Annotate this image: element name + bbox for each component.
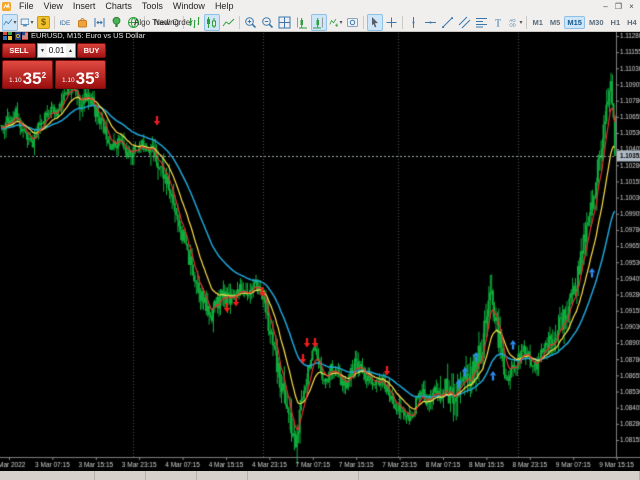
- sell-button[interactable]: SELL: [2, 43, 36, 58]
- lot-size-field[interactable]: 0.01: [48, 46, 65, 55]
- buy-price-big: 35: [75, 69, 95, 88]
- market-watch-button[interactable]: $: [36, 14, 52, 31]
- indicators-button[interactable]: ▾: [328, 14, 344, 31]
- chevron-down-icon: ▾: [519, 19, 523, 26]
- toolbar-separator: [526, 15, 527, 29]
- crosshair-button[interactable]: [384, 14, 400, 31]
- metaeditor-button[interactable]: IDE: [58, 14, 74, 31]
- toolbox-button[interactable]: [75, 14, 91, 31]
- one-click-trading-panel: SELL ▼ 0.01 ▲ BUY 1.10 35 2 1.10 35 3: [2, 43, 106, 89]
- vertical-line-button[interactable]: [406, 14, 422, 31]
- menu-charts[interactable]: Charts: [105, 1, 132, 11]
- mt-grid-icon: [3, 31, 12, 40]
- window-controls: – ❐ ×: [599, 1, 638, 12]
- chevron-down-icon: ▾: [30, 19, 34, 26]
- chart-symbol-header: EURUSD, M15: Euro vs US Dollar: [3, 31, 145, 40]
- svg-text:AO: AO: [509, 18, 516, 23]
- menu-insert[interactable]: Insert: [72, 1, 96, 11]
- close-button[interactable]: ×: [629, 2, 634, 11]
- menu-items: File View Insert Charts Tools Window Help: [14, 0, 238, 13]
- timeframe-h4-button[interactable]: H4: [627, 17, 637, 27]
- restore-button[interactable]: ❐: [614, 2, 623, 11]
- timeframe-m5-button[interactable]: M5: [549, 17, 561, 27]
- currency-flags-icon: [15, 31, 28, 40]
- status-segment-4: [248, 471, 359, 480]
- sell-price-prefix: 1.10: [8, 77, 22, 84]
- status-segment-1: [95, 471, 146, 480]
- tile-windows-button[interactable]: [277, 14, 293, 31]
- zoom-out-button[interactable]: [260, 14, 276, 31]
- menu-help[interactable]: Help: [214, 1, 234, 11]
- menu-window[interactable]: Window: [172, 1, 205, 11]
- chevron-down-icon: ▾: [339, 19, 343, 26]
- buy-button[interactable]: BUY: [77, 43, 106, 58]
- menu-file[interactable]: File: [19, 1, 34, 11]
- algo-trading-button[interactable]: Algo Trading: [134, 14, 179, 31]
- timeframe-m30-button[interactable]: M30: [588, 17, 604, 27]
- depth-of-market-button[interactable]: [92, 14, 108, 31]
- toolbar-separator: [144, 15, 145, 29]
- bar-chart-mode-button[interactable]: [187, 14, 203, 31]
- algo-trading-button-label: Algo Trading: [134, 17, 179, 27]
- timeframe-m15-button[interactable]: M15: [564, 15, 585, 29]
- toolbar-separator: [363, 15, 364, 29]
- lot-decrease-button[interactable]: ▼: [38, 44, 47, 57]
- buy-price-sup: 3: [94, 71, 100, 80]
- toolbar-separator: [402, 15, 403, 29]
- toolbar: ▾ ▾ $ IDE Algo Trading New Order ▾ T AO OD ▾ M1 M5 M1…: [0, 13, 640, 32]
- web-community-button[interactable]: [126, 14, 142, 31]
- line-chart-mode-button[interactable]: [221, 14, 237, 31]
- menu-view[interactable]: View: [43, 1, 63, 11]
- shapes-button[interactable]: AO OD ▾: [508, 14, 524, 31]
- svg-text:IDE: IDE: [60, 20, 72, 27]
- status-segment-5: [359, 471, 640, 480]
- shift-chart-button[interactable]: [294, 14, 310, 31]
- toolbar-separator: [183, 15, 184, 29]
- status-segment-0: [0, 471, 96, 480]
- toolbar-separator: [54, 15, 55, 29]
- status-segment-2: [146, 471, 198, 480]
- status-bar: [0, 471, 640, 480]
- toolbar-separator: [239, 15, 240, 29]
- horizontal-line-button[interactable]: [423, 14, 439, 31]
- chart-title-label: EURUSD, M15: Euro vs US Dollar: [31, 31, 146, 40]
- menu-tools[interactable]: Tools: [141, 1, 163, 11]
- menubar: File View Insert Charts Tools Window Help – ❐ ×: [0, 0, 640, 13]
- shift-end-button[interactable]: [310, 13, 327, 31]
- objects-button[interactable]: [345, 14, 361, 31]
- timeframe-h1-button[interactable]: H1: [610, 17, 621, 27]
- new-order-button[interactable]: New Order: [154, 14, 193, 31]
- profiles-button[interactable]: ▾: [19, 14, 35, 31]
- new-order-button-label: New Order: [154, 17, 193, 27]
- lot-stepper: ▼ 0.01 ▲: [37, 43, 76, 58]
- chevron-down-icon: ▾: [13, 19, 17, 26]
- app-logo-icon: [2, 2, 11, 11]
- sell-price-big: 35: [22, 69, 42, 88]
- text-tool-button[interactable]: T: [491, 14, 507, 31]
- channel-button[interactable]: [457, 14, 473, 31]
- svg-text:OD: OD: [509, 22, 515, 27]
- buy-price-prefix: 1.10: [61, 77, 75, 84]
- minimize-button[interactable]: –: [603, 2, 608, 11]
- svg-text:T: T: [495, 18, 501, 29]
- timeframe-m1-button[interactable]: M1: [532, 17, 543, 27]
- trendline-button[interactable]: [440, 14, 456, 31]
- navigator-button[interactable]: [109, 14, 125, 31]
- sell-price-sup: 2: [41, 71, 47, 80]
- status-segment-3: [197, 471, 248, 480]
- fibonacci-button[interactable]: [474, 14, 490, 31]
- candle-chart-mode-button[interactable]: [203, 13, 220, 31]
- buy-price-box[interactable]: 1.10 35 3: [55, 60, 106, 89]
- lot-increase-button[interactable]: ▲: [66, 44, 75, 57]
- cursor-button[interactable]: [366, 13, 383, 31]
- new-chart-button[interactable]: ▾: [1, 13, 18, 31]
- zoom-in-button[interactable]: [243, 14, 259, 31]
- sell-price-box[interactable]: 1.10 35 2: [2, 60, 53, 89]
